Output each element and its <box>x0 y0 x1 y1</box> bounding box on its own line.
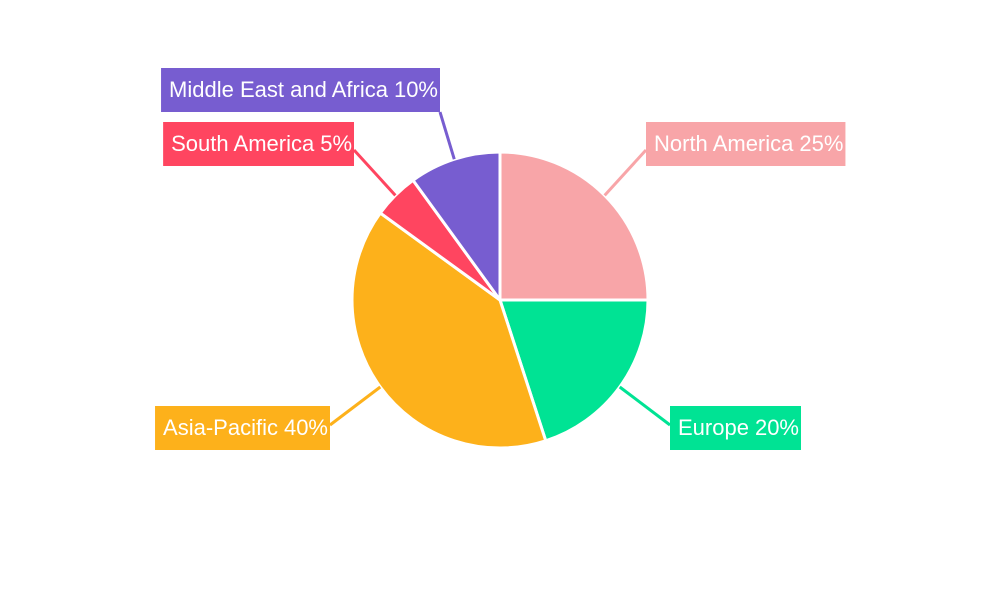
label-text: Middle East and Africa 10% <box>169 77 438 102</box>
leader-line <box>438 111 456 160</box>
label-category: South America <box>171 131 315 156</box>
label-value: 5% <box>320 131 352 156</box>
label-box <box>161 68 440 112</box>
label-text: Asia-Pacific 40% <box>163 415 328 440</box>
leader-line <box>329 385 382 427</box>
label-category: Europe <box>678 415 749 440</box>
pie-slice <box>497 298 650 443</box>
label-category: Middle East and Africa <box>169 77 389 102</box>
pie-slice <box>350 210 548 450</box>
label-value: 10% <box>394 77 438 102</box>
data-label: South America 5% <box>163 122 354 166</box>
data-label: Asia-Pacific 40% <box>155 406 330 450</box>
label-value: 20% <box>755 415 799 440</box>
label-value: 40% <box>284 415 328 440</box>
label-box <box>163 122 354 166</box>
data-label: North America 25% <box>646 122 846 166</box>
label-text: Europe 20% <box>678 415 799 440</box>
label-value: 25% <box>799 131 843 156</box>
leader-line <box>618 385 671 427</box>
leader-line <box>352 148 397 197</box>
label-category: North America <box>654 131 794 156</box>
label-text: South America 5% <box>171 131 352 156</box>
data-label: Middle East and Africa 10% <box>161 68 440 112</box>
label-box <box>646 122 846 166</box>
label-category: Asia-Pacific <box>163 415 278 440</box>
label-box <box>670 406 801 450</box>
label-text: North America 25% <box>654 131 843 156</box>
leader-line <box>603 148 648 197</box>
pie-slice <box>498 150 650 302</box>
label-box <box>155 406 330 450</box>
data-label: Europe 20% <box>670 406 801 450</box>
